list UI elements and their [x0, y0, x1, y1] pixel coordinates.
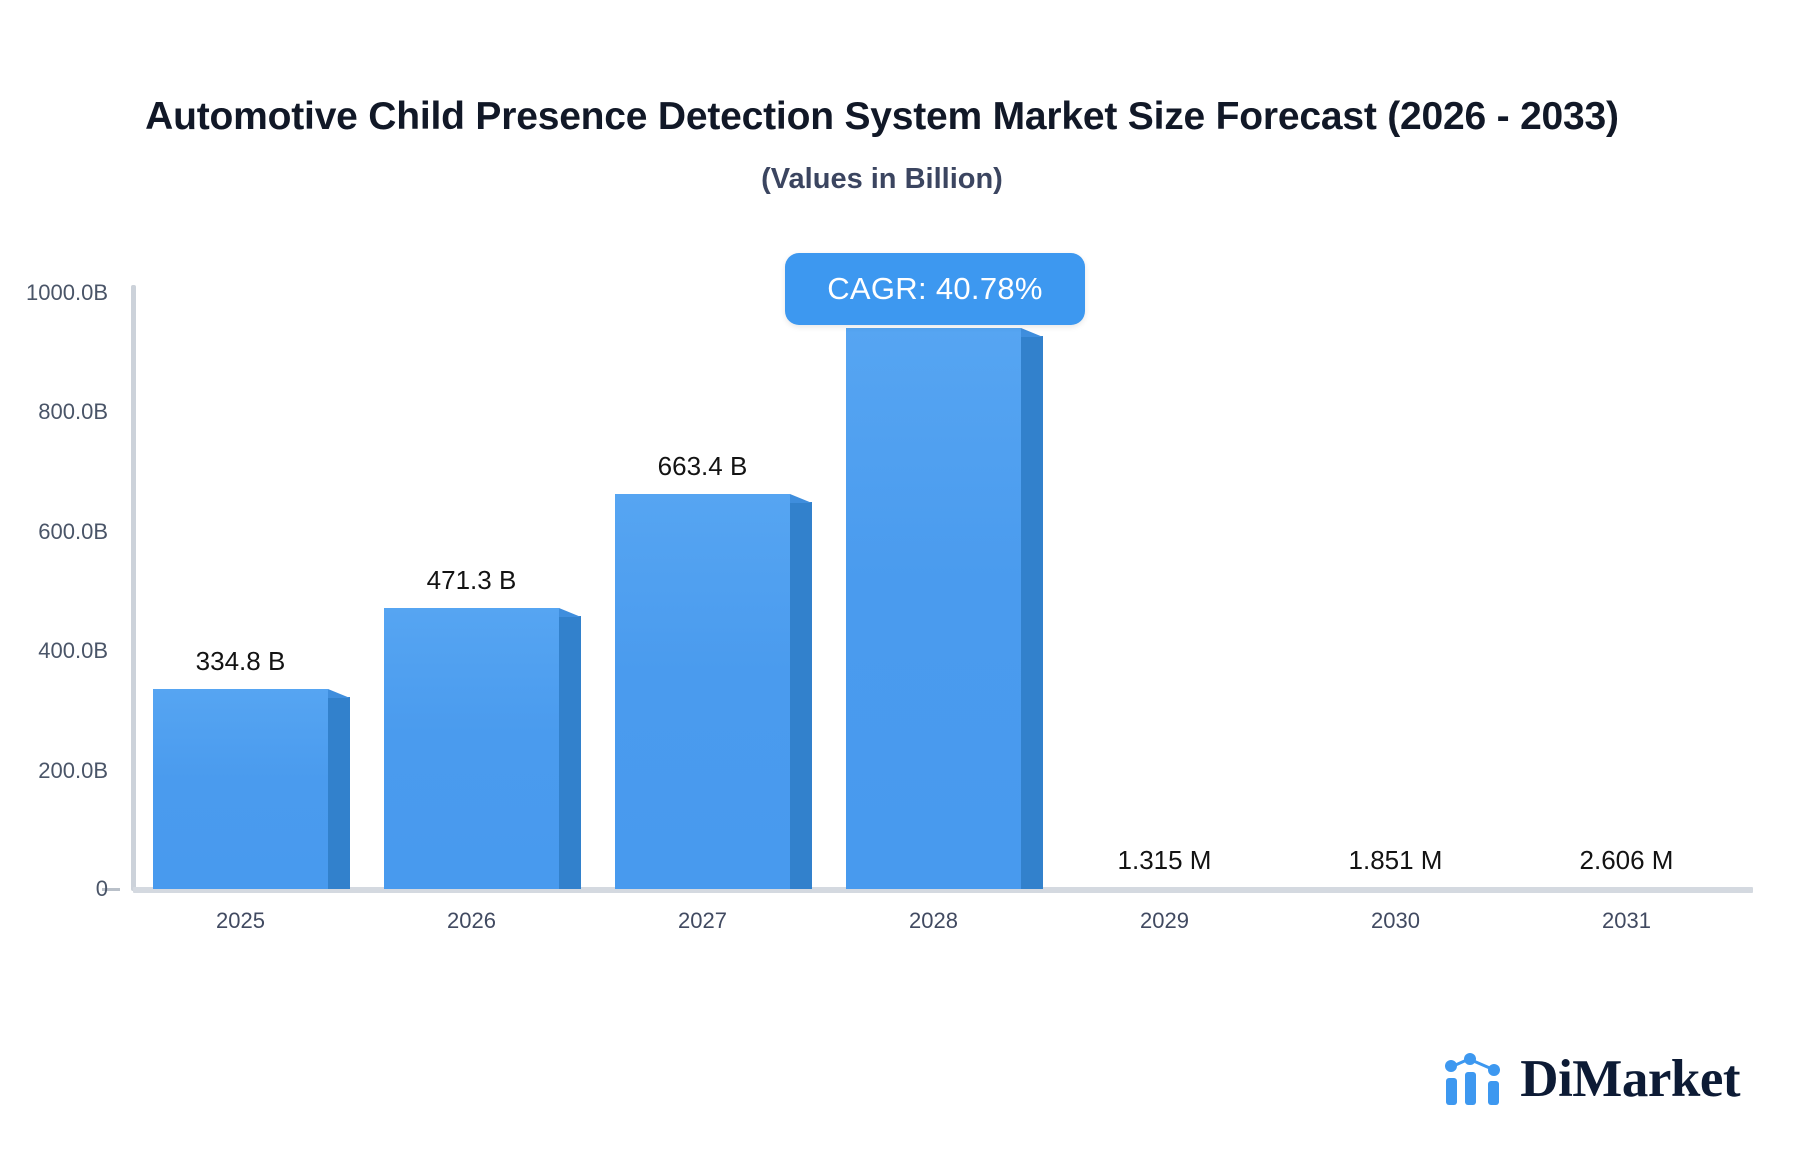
- brand-name: DiMarket: [1520, 1049, 1740, 1108]
- chart-title: Automotive Child Presence Detection Syst…: [145, 95, 1619, 138]
- bar-front-face: [153, 689, 328, 889]
- chart-plot-area: 1000.0B 800.0B 600.0B 400.0B 200.0B 0 33…: [26, 253, 1753, 933]
- x-axis-tick-label-2031: 2031: [1602, 908, 1651, 933]
- brand-logo: DiMarket: [1444, 1052, 1740, 1106]
- bar-value-label-2029: 1.315 M: [1117, 845, 1212, 875]
- bar-2027[interactable]: [615, 493, 812, 889]
- y-axis-tick-label: 400.0B: [38, 638, 108, 663]
- x-axis-tick-label-2030: 2030: [1371, 908, 1420, 933]
- bar-value-label-2026: 471.3 B: [426, 565, 517, 596]
- x-axis-tick-label-2026: 2026: [447, 908, 496, 933]
- bar-value-label-2031: 2.606 M: [1579, 845, 1674, 875]
- bar-front-face: [615, 493, 790, 889]
- bar-2026[interactable]: [384, 608, 581, 889]
- x-axis-line: [133, 887, 1753, 893]
- bar-top-bevel: [328, 689, 350, 699]
- bar-front-face: [384, 608, 559, 889]
- y-axis-zero-tick-mark: [102, 888, 120, 891]
- x-axis-tick-label-2028: 2028: [909, 908, 958, 933]
- bar-value-label-2027: 663.4 B: [657, 450, 748, 481]
- bar-top-bevel: [790, 493, 812, 503]
- bar-top-bevel: [559, 608, 581, 618]
- bar-value-label-2025: 334.8 B: [195, 646, 286, 677]
- y-axis-line: [131, 285, 136, 891]
- bar-side-face: [328, 697, 350, 889]
- x-axis-tick-label-2027: 2027: [678, 908, 727, 933]
- x-axis-tick-label-2029: 2029: [1140, 908, 1189, 933]
- bar-side-face: [559, 616, 581, 889]
- cagr-badge: CAGR: 40.78%: [785, 253, 1085, 325]
- bar-side-face: [1021, 335, 1043, 889]
- y-axis-tick-label: 0: [95, 876, 108, 901]
- bar-2025[interactable]: [153, 689, 350, 889]
- y-axis-tick-label: 1000.0B: [26, 280, 108, 305]
- bar-chart-icon: [1444, 1052, 1506, 1106]
- chart-subtitle: (Values in Billion): [761, 163, 1003, 195]
- bar-value-label-2030: 1.851 M: [1348, 845, 1443, 875]
- bar-top-bevel: [1021, 327, 1043, 337]
- y-axis-tick-label: 600.0B: [38, 519, 108, 544]
- bar-side-face: [790, 501, 812, 889]
- y-axis-tick-label: 200.0B: [38, 758, 108, 783]
- y-axis-tick-label: 800.0B: [38, 399, 108, 424]
- bar-front-face: [846, 327, 1021, 889]
- x-axis-tick-label-2025: 2025: [216, 908, 265, 933]
- bar-2028[interactable]: [846, 327, 1043, 889]
